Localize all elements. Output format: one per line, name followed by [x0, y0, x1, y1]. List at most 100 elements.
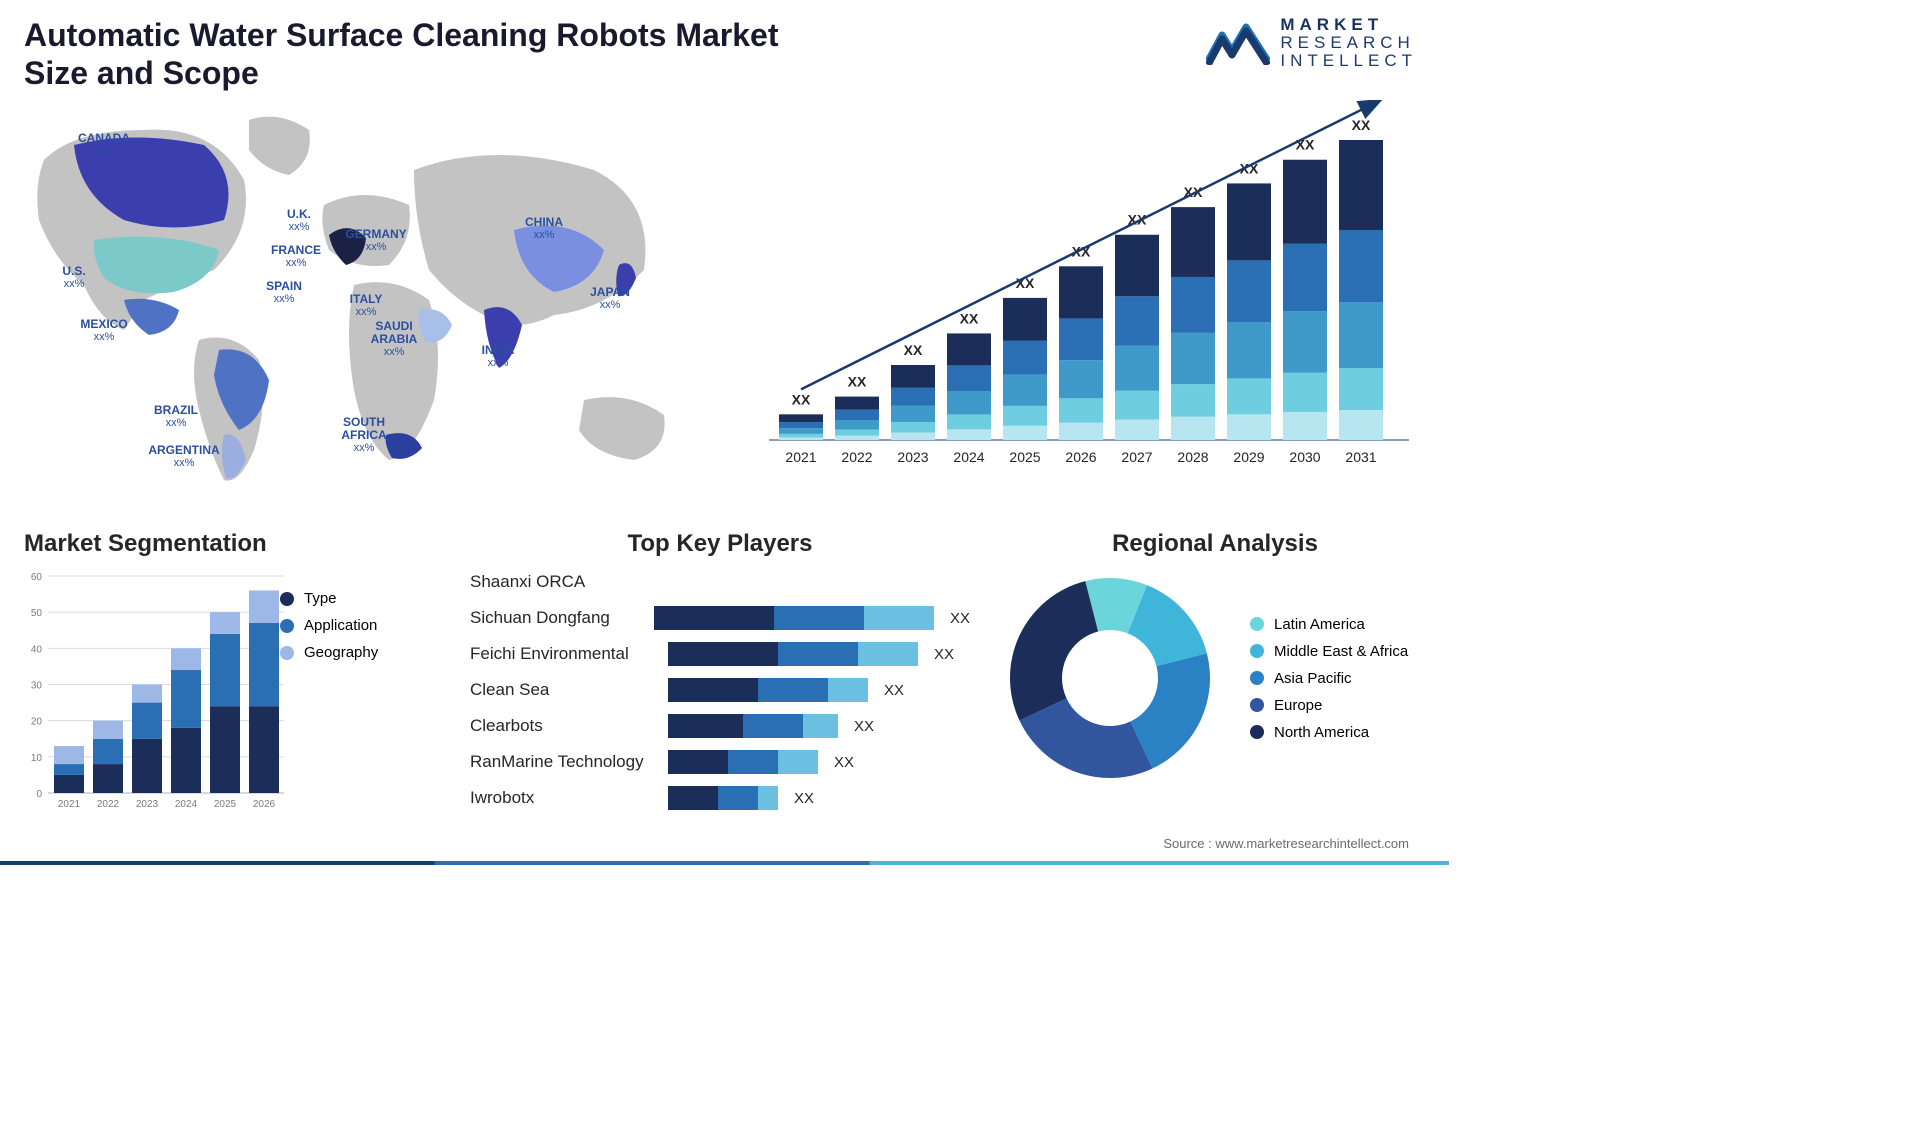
svg-text:XX: XX [1352, 117, 1371, 133]
footer-source: Source : www.marketresearchintellect.com [1163, 836, 1409, 851]
legend-label: Asia Pacific [1274, 670, 1352, 687]
svg-text:60: 60 [31, 572, 43, 583]
player-bar [668, 750, 818, 774]
regional-legend: Latin America Middle East & Africa Asia Pa… [1250, 606, 1408, 751]
player-value: XX [794, 790, 814, 807]
svg-text:2025: 2025 [1009, 449, 1040, 465]
svg-text:50: 50 [31, 608, 43, 619]
player-name: RanMarine Technology [470, 752, 660, 772]
map-label: MEXICOxx% [80, 318, 127, 343]
footer-bar [0, 861, 1449, 865]
legend-item: Latin America [1250, 616, 1408, 633]
svg-text:10: 10 [31, 753, 43, 764]
map-label: ARGENTINAxx% [148, 444, 219, 469]
svg-text:30: 30 [31, 681, 43, 692]
svg-text:2026: 2026 [1065, 449, 1096, 465]
svg-text:2024: 2024 [175, 799, 198, 810]
legend-dot-icon [1250, 698, 1264, 712]
map-label: BRAZILxx% [154, 404, 198, 429]
map-label: INDIAxx% [482, 344, 515, 369]
logo-line3: INTELLECT [1280, 52, 1417, 70]
legend-dot-icon [1250, 725, 1264, 739]
svg-text:2022: 2022 [841, 449, 872, 465]
player-value: XX [884, 682, 904, 699]
svg-text:2030: 2030 [1289, 449, 1320, 465]
svg-text:2028: 2028 [1177, 449, 1208, 465]
legend-item: Type [280, 590, 378, 607]
player-bar [668, 642, 918, 666]
legend-item: Application [280, 617, 378, 634]
regional-section: Regional Analysis Latin America Middle Ea… [1000, 530, 1430, 788]
svg-text:2027: 2027 [1121, 449, 1152, 465]
svg-text:2023: 2023 [136, 799, 159, 810]
map-label: CANADAxx% [78, 132, 130, 157]
player-bar [668, 786, 778, 810]
players-section: Top Key Players Shaanxi ORCASichuan Dong… [470, 530, 970, 816]
svg-text:XX: XX [848, 374, 867, 390]
map-label: JAPANxx% [590, 286, 630, 311]
regional-title: Regional Analysis [1000, 530, 1430, 558]
legend-item: North America [1250, 724, 1408, 741]
svg-text:XX: XX [792, 391, 811, 407]
legend-label: Europe [1274, 697, 1322, 714]
segmentation-chart-svg: 0102030405060202120222023202420252026 [24, 568, 284, 818]
legend-dot-icon [280, 592, 294, 606]
legend-item: Middle East & Africa [1250, 643, 1408, 660]
legend-dot-icon [280, 646, 294, 660]
legend-dot-icon [1250, 671, 1264, 685]
logo-line2: RESEARCH [1280, 34, 1417, 52]
player-row: RanMarine Technology XX [470, 744, 970, 780]
legend-label: Latin America [1274, 616, 1365, 633]
svg-text:40: 40 [31, 644, 43, 655]
svg-text:2025: 2025 [214, 799, 237, 810]
legend-item: Geography [280, 644, 378, 661]
svg-text:2022: 2022 [97, 799, 120, 810]
legend-dot-icon [1250, 617, 1264, 631]
regional-donut-svg [1000, 568, 1220, 788]
logo-line1: MARKET [1280, 16, 1417, 34]
player-row: Clean Sea XX [470, 672, 970, 708]
svg-text:2021: 2021 [785, 449, 816, 465]
map-label: ITALYxx% [350, 293, 383, 318]
player-row: Sichuan DongfangXX [470, 600, 970, 636]
map-label: U.S.xx% [62, 265, 85, 290]
map-label: GERMANYxx% [345, 228, 406, 253]
legend-label: Type [304, 590, 337, 607]
segmentation-section: Market Segmentation 01020304050602021202… [24, 530, 444, 828]
map-label: U.K.xx% [287, 208, 311, 233]
legend-label: Middle East & Africa [1274, 643, 1408, 660]
svg-text:0: 0 [36, 789, 42, 800]
player-value: XX [950, 610, 970, 627]
legend-label: Geography [304, 644, 378, 661]
legend-dot-icon [1250, 644, 1264, 658]
legend-label: North America [1274, 724, 1369, 741]
map-label: SOUTHAFRICAxx% [341, 416, 386, 454]
player-name: Clean Sea [470, 680, 660, 700]
map-label: FRANCExx% [271, 244, 321, 269]
svg-text:2024: 2024 [953, 449, 984, 465]
player-name: Clearbots [470, 716, 660, 736]
logo-mark-icon [1206, 21, 1270, 65]
legend-label: Application [304, 617, 377, 634]
player-name: Feichi Environmental [470, 644, 660, 664]
map-label: SPAINxx% [266, 280, 302, 305]
svg-text:2026: 2026 [253, 799, 276, 810]
svg-text:2021: 2021 [58, 799, 81, 810]
player-value: XX [834, 754, 854, 771]
map-label: CHINAxx% [525, 216, 563, 241]
map-label: SAUDIARABIAxx% [371, 320, 418, 358]
segmentation-title: Market Segmentation [24, 530, 444, 558]
brand-logo: MARKET RESEARCH INTELLECT [1206, 16, 1417, 70]
player-bar [654, 606, 934, 630]
svg-text:2031: 2031 [1345, 449, 1376, 465]
player-row: Clearbots XX [470, 708, 970, 744]
svg-text:2023: 2023 [897, 449, 928, 465]
player-value: XX [854, 718, 874, 735]
legend-dot-icon [280, 619, 294, 633]
svg-text:2029: 2029 [1233, 449, 1264, 465]
svg-text:XX: XX [960, 310, 979, 326]
player-bar [668, 678, 868, 702]
growth-chart: XX2021XX2022XX2023XX2024XX2025XX2026XX20… [769, 100, 1409, 480]
player-name: Shaanxi ORCA [470, 572, 660, 592]
page-title: Automatic Water Surface Cleaning Robots … [24, 16, 844, 93]
